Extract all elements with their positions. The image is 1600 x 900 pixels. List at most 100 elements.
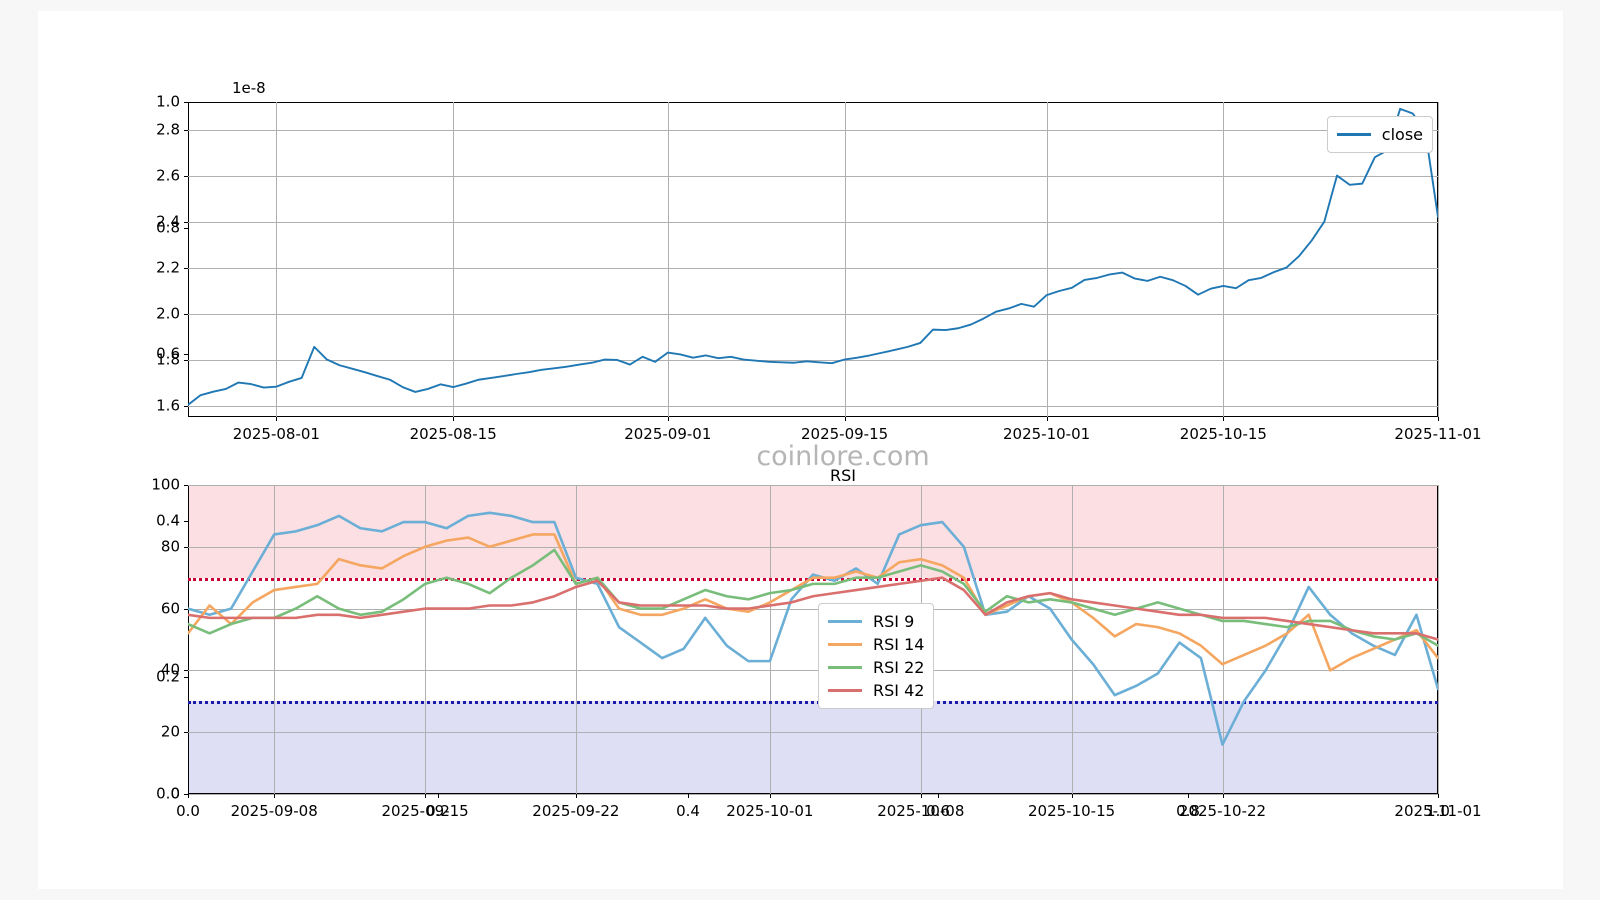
price-y-tick-label: 1.8 [156,350,180,368]
rsi-x-tick-label: 2025-10-22 [1178,802,1267,820]
rsi-x-tick-label: 2025-09-22 [532,802,620,820]
legend-color-swatch [828,666,862,669]
watermark: coinlore.com [756,441,930,472]
price-legend[interactable]: close [1326,116,1433,153]
gridline-horizontal [188,546,1438,548]
rsi-x-tickmark-ghost [1188,794,1189,798]
price-y-tick-label: 2.2 [156,258,180,276]
price-x-tick-label: 2025-11-01 [1394,425,1482,443]
rsi-y-tick-label: 0 [170,784,180,803]
rsi-y-tickmark-ghost [184,794,188,795]
price-y-tick-label: 2.6 [156,166,180,185]
gridline-horizontal [188,267,1438,269]
price-x-tickmark [1438,417,1439,421]
legend-row: RSI 22 [828,656,924,679]
price-x-tick-label: 2025-10-15 [1179,425,1267,443]
rsi-x-tick-label-ghost: 0.0 [176,802,200,820]
gridline-vertical [1438,485,1439,794]
rsi-x-tickmark [425,794,427,798]
rsi-y-tick-label: 20 [160,722,180,741]
price-y-tickmark-ghost [184,228,188,229]
price-y-tickmark [184,221,188,223]
rsi-y-tickmark [184,732,188,734]
rsi-x-tick-label-ghost: 0.6 [926,802,950,820]
price-y-tick-label-ghost: 0.6 [156,344,180,363]
legend-row: RSI 9 [828,610,924,633]
rsi-x-tick-label-ghost: 0.8 [1176,802,1200,820]
rsi-y-tick-label-ghost: 0.4 [156,511,180,529]
rsi-x-tick-label: 2025-10-15 [1028,802,1116,820]
rsi-chart-panel: 0 20 40 60 80 100 0.0 0.2 0.4 2025-09-08 2025-09-… [151,477,1481,819]
gridline-horizontal [188,732,1438,734]
rsi-series-line [188,533,1438,672]
overbought-zone-band [188,485,1438,578]
rsi-x-tickmark-ghost [688,794,689,798]
rsi-x-tick-label-ghost: 0.4 [676,802,700,820]
rsi-y-tickmark [184,670,188,672]
price-y-tick-label: 2.0 [156,304,180,322]
gridline-horizontal [188,313,1438,315]
gridline-vertical [425,485,427,794]
rsi-x-tick-label: 2025-10-01 [726,802,814,820]
gridline-horizontal [188,670,1438,672]
price-y-tickmark [184,405,188,407]
price-axes-frame [188,102,1438,417]
rsi-x-tickmark [920,794,922,798]
rsi-y-tick-label: 60 [160,599,180,618]
price-y-tickmark [184,313,188,315]
rsi-series-line [188,576,1438,641]
gridline-vertical [769,485,771,794]
rsi-legend[interactable]: RSI 9 RSI 14 RSI 22 RSI 42 [818,603,935,709]
rsi-x-tickmark-ghost [1438,794,1439,798]
legend-row: close [1336,123,1423,146]
price-x-tickmark [1223,417,1225,421]
price-x-tickmark [276,417,278,421]
legend-color-swatch [1336,133,1371,136]
price-y-tickmark [184,129,188,131]
gridline-vertical [575,485,577,794]
rsi-x-tickmark-ghost [938,794,939,798]
price-y-tick-label: 2.8 [156,120,180,139]
rsi-x-tick-label: 2025-09-15 [381,802,469,820]
gridline-horizontal [188,175,1438,177]
legend-color-swatch [828,643,862,646]
price-x-tick-label: 2025-09-15 [801,425,889,443]
price-x-tick-label: 2025-08-01 [232,425,320,443]
rsi-x-tickmark [1071,794,1073,798]
rsi-x-tickmark [769,794,771,798]
legend-color-swatch [828,689,862,692]
rsi-y-tickmark-ghost [184,676,188,678]
price-x-tickmark [667,417,669,421]
price-x-tickmark [1046,417,1048,421]
rsi-y-tick-label: 40 [160,660,180,679]
legend-item-label: RSI 42 [873,681,925,700]
legend-item-label: RSI 22 [873,658,925,677]
gridline-vertical [844,102,846,417]
legend-item-label: RSI 14 [873,635,925,654]
gridline-vertical [276,102,278,417]
gridline-vertical [1438,102,1439,417]
price-y-tick-label-ghost: 0.8 [156,218,180,237]
price-y-tick-label-ghost: 1.0 [156,92,180,111]
rsi-y-tickmark [184,608,188,610]
gridline-horizontal [188,359,1438,361]
price-y-tickmark [184,359,188,361]
gridline-horizontal [188,794,1438,795]
legend-row: RSI 14 [828,633,924,656]
rsi-series-line [188,511,1438,746]
price-x-tick-label: 2025-09-01 [624,425,712,443]
price-x-tick-label: 2025-08-15 [409,425,497,443]
gridline-vertical [667,102,669,417]
rsi-series-line [188,548,1438,647]
gridline-vertical [274,485,276,794]
rsi-panel-title: RSI [830,466,856,485]
legend-color-swatch [828,620,862,623]
rsi-line-plot [188,511,1438,746]
chart-figure: 1.6 1.8 2.0 2.2 2.4 2.6 2.8 0.6 0.8 1.0 2025-08-0… [38,11,1563,889]
price-y-tickmark-ghost [184,354,188,355]
rsi-x-tick-label-ghost: 1.0 [1426,802,1450,820]
legend-item-label: RSI 9 [873,612,915,631]
gridline-horizontal [188,608,1438,610]
gridline-horizontal [188,485,1438,486]
price-chart-panel: 1.6 1.8 2.0 2.2 2.4 2.6 2.8 0.6 0.8 1.0 2025-08-0… [156,79,1481,442]
